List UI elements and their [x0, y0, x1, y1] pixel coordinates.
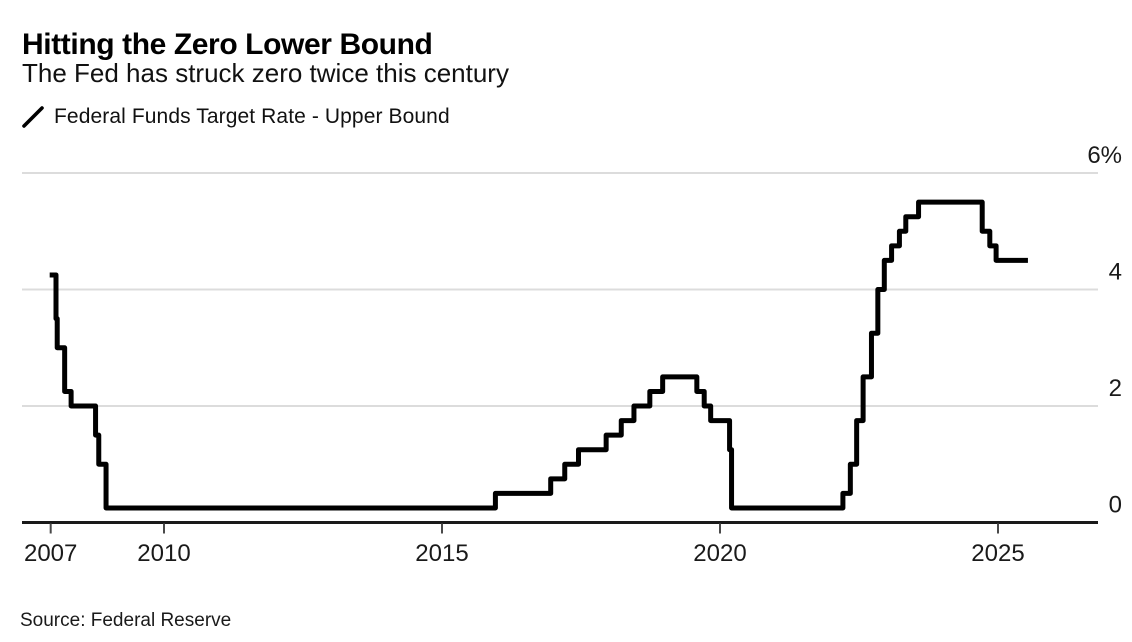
chart-title: Hitting the Zero Lower Bound — [22, 28, 433, 62]
x-tick-label-2010: 2010 — [137, 540, 190, 567]
x-tick-label-2025: 2025 — [971, 540, 1024, 567]
rate-step-line — [49, 199, 1028, 511]
x-tick-label-2020: 2020 — [693, 540, 746, 567]
legend-label: Federal Funds Target Rate - Upper Bound — [54, 105, 450, 128]
chart-subtitle: The Fed has struck zero twice this centu… — [22, 58, 509, 88]
legend: Federal Funds Target Rate - Upper Bound — [21, 105, 450, 129]
y-tick-label-0: 0 — [1109, 492, 1122, 519]
source-note: Source: Federal Reserve — [20, 610, 232, 631]
y-tick-label-2: 2 — [1109, 375, 1122, 402]
y-tick-label-6: 6% — [1087, 142, 1122, 169]
x-tick-label-2015: 2015 — [415, 540, 468, 567]
line-slash-icon — [22, 106, 44, 128]
x-tick-label-2007: 2007 — [24, 540, 77, 567]
y-tick-label-4: 4 — [1109, 259, 1122, 286]
